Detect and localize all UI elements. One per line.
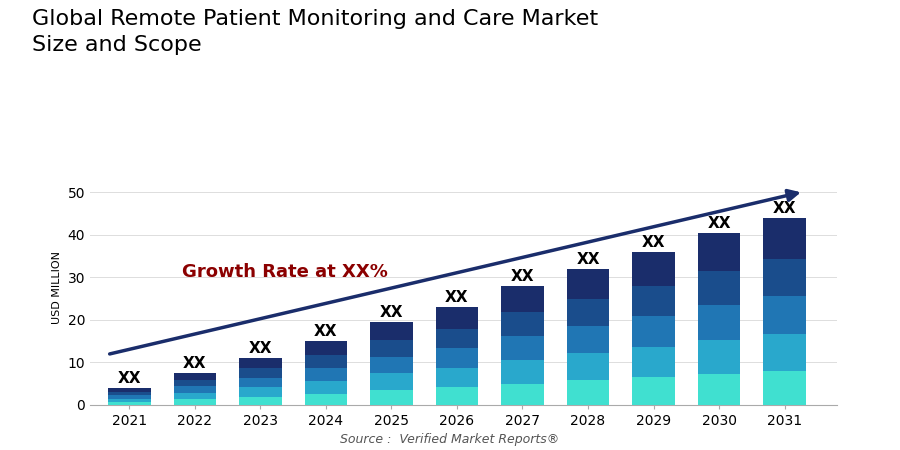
Bar (698, 270, 741, 305)
Bar (370, 374, 413, 390)
Bar (763, 334, 806, 371)
Text: XX: XX (446, 290, 469, 306)
Bar (632, 316, 675, 347)
Text: Global Remote Patient Monitoring and Care Market
Size and Scope: Global Remote Patient Monitoring and Car… (32, 9, 598, 55)
Bar (567, 269, 609, 299)
Text: XX: XX (773, 201, 796, 216)
Bar (108, 392, 150, 395)
Bar (174, 380, 216, 387)
Bar (370, 390, 413, 405)
Bar (239, 358, 282, 369)
Bar (174, 387, 216, 393)
Bar (567, 353, 609, 381)
Bar (763, 259, 806, 297)
Bar (108, 399, 150, 402)
Bar (763, 297, 806, 334)
Bar (436, 328, 478, 348)
Bar (501, 383, 544, 405)
Bar (304, 368, 347, 381)
Bar (370, 357, 413, 374)
Bar (436, 348, 478, 368)
Bar (239, 369, 282, 378)
Bar (501, 336, 544, 360)
Bar (304, 341, 347, 355)
Bar (632, 252, 675, 286)
Bar (567, 326, 609, 353)
Text: XX: XX (576, 252, 599, 267)
Bar (436, 387, 478, 405)
Bar (239, 387, 282, 396)
Bar (370, 340, 413, 357)
Bar (108, 395, 150, 399)
Text: XX: XX (314, 324, 338, 339)
Text: XX: XX (707, 216, 731, 231)
Text: XX: XX (183, 356, 207, 371)
Bar (501, 360, 544, 383)
Bar (763, 218, 806, 259)
Bar (304, 393, 347, 405)
Bar (436, 368, 478, 387)
Text: XX: XX (642, 235, 665, 250)
Bar (501, 286, 544, 312)
Bar (698, 233, 741, 270)
Bar (501, 312, 544, 336)
Bar (304, 355, 347, 368)
Bar (370, 322, 413, 340)
Bar (763, 371, 806, 405)
Bar (174, 373, 216, 380)
Text: XX: XX (248, 342, 272, 356)
Bar (632, 347, 675, 378)
Y-axis label: USD MILLION: USD MILLION (52, 252, 62, 324)
Bar (108, 402, 150, 405)
Bar (304, 381, 347, 393)
Bar (698, 339, 741, 374)
Text: XX: XX (510, 269, 535, 284)
Bar (632, 378, 675, 405)
Bar (698, 374, 741, 405)
Bar (174, 393, 216, 399)
Bar (239, 396, 282, 405)
Bar (698, 305, 741, 339)
Bar (567, 381, 609, 405)
Bar (436, 307, 478, 328)
Text: Source :  Verified Market Reports®: Source : Verified Market Reports® (340, 432, 560, 446)
Text: Growth Rate at XX%: Growth Rate at XX% (182, 263, 388, 281)
Bar (174, 399, 216, 405)
Bar (239, 378, 282, 387)
Text: XX: XX (118, 371, 141, 386)
Text: XX: XX (380, 306, 403, 320)
Bar (567, 299, 609, 326)
Bar (108, 388, 150, 392)
Bar (632, 286, 675, 316)
